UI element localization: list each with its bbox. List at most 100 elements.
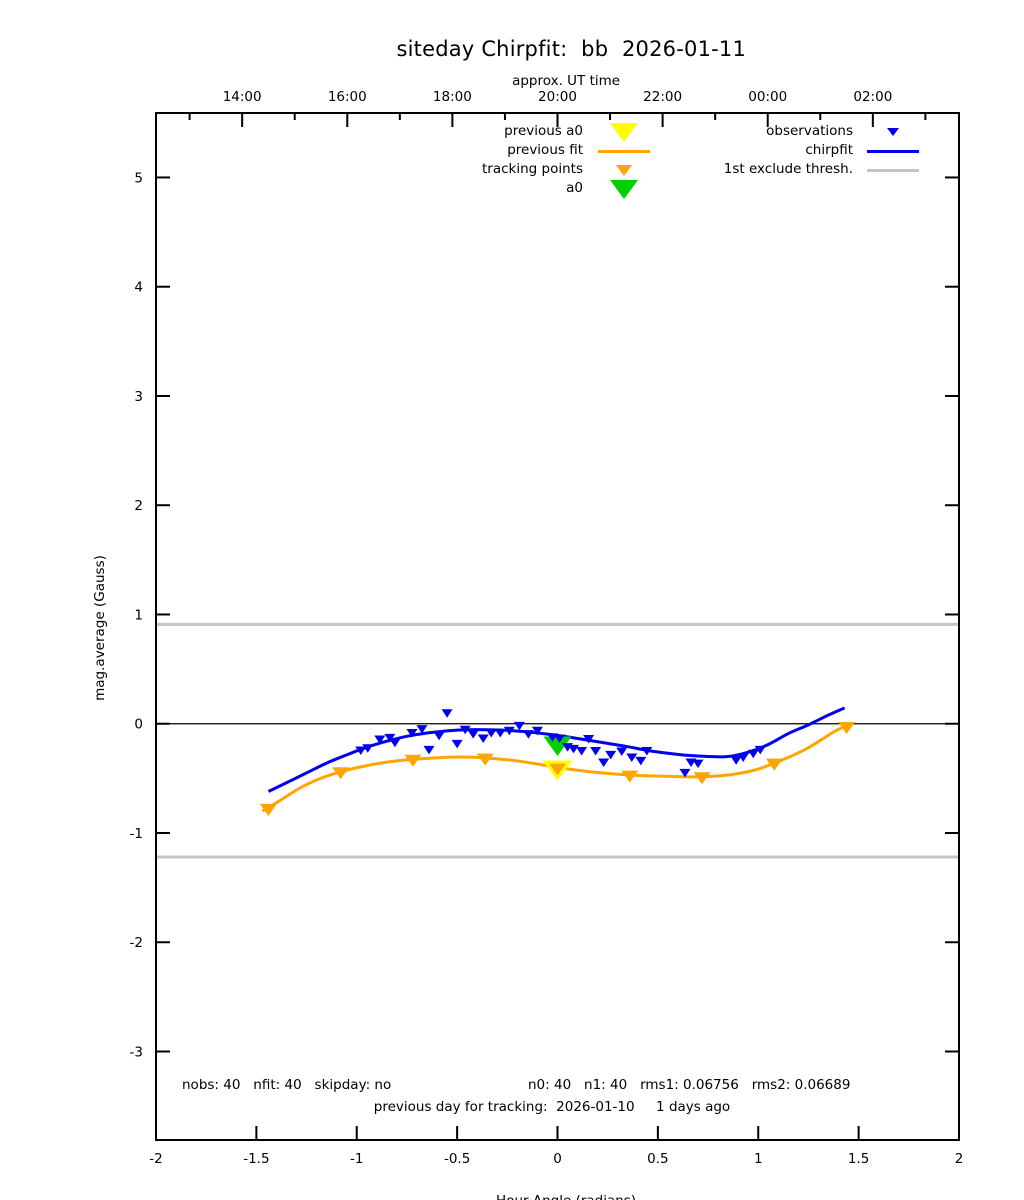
stats-previous-day: previous day for tracking: 2026-01-10 1 …	[373, 1099, 731, 1115]
chirpfit-marker-icon	[867, 141, 919, 161]
tracking-points-marker-icon	[596, 160, 652, 180]
x2-tick-label: 00:00	[748, 89, 787, 105]
tracking-point-marker	[259, 803, 277, 816]
observation-marker	[384, 733, 396, 743]
x2-tick-label: 02:00	[853, 89, 892, 105]
previous-fit-marker-icon	[596, 141, 652, 161]
x-tick-label: 0.5	[647, 1151, 668, 1167]
observation-marker	[583, 734, 595, 744]
observation-marker	[503, 726, 515, 736]
observation-marker	[355, 746, 367, 755]
tracking-point-marker	[838, 721, 856, 734]
a0-marker-icon-glyph	[610, 179, 638, 199]
observation-marker	[477, 734, 489, 743]
x-tick-label: 0	[553, 1151, 562, 1167]
legend-label-previous-a0: previous a0	[504, 123, 583, 139]
observation-marker	[747, 749, 759, 759]
tracking-point-marker	[621, 770, 639, 783]
observation-marker	[416, 725, 428, 734]
observation-marker	[467, 730, 479, 739]
observation-marker	[605, 750, 617, 760]
observation-marker	[635, 756, 647, 766]
observation-marker	[423, 745, 435, 755]
stats-rms: n0: 40 n1: 40 rms1: 0.06756 rms2: 0.0668…	[528, 1077, 851, 1093]
tracking-point-marker	[332, 767, 350, 780]
observations-marker-icon	[867, 122, 919, 142]
observation-marker	[406, 728, 418, 738]
observation-marker	[754, 745, 766, 755]
y-tick-label: -2	[130, 935, 143, 951]
observation-marker	[737, 753, 749, 763]
observation-marker	[692, 759, 704, 769]
observation-marker	[433, 731, 445, 741]
tracking-point-marker	[476, 753, 494, 766]
observation-marker	[389, 738, 401, 748]
observation-marker	[730, 756, 742, 765]
top-axis-label: approx. UT time	[512, 73, 621, 89]
legend-label-observations: observations	[766, 123, 853, 139]
x-axis-label-band: Hour Angle (radians)	[156, 1177, 959, 1200]
x2-tick-label: 20:00	[538, 89, 577, 105]
tracking-point-marker	[765, 758, 783, 771]
observation-marker	[554, 734, 566, 743]
observation-marker	[513, 721, 525, 731]
y-tick-label: 1	[134, 607, 143, 623]
chirpfit-marker-icon-glyph	[867, 149, 919, 153]
observation-marker	[679, 768, 691, 778]
tracking-point-marker	[549, 763, 566, 776]
x-tick-label: 1.5	[848, 1151, 869, 1167]
observation-marker	[459, 725, 471, 735]
observation-marker	[626, 753, 638, 763]
stats-counts: nobs: 40 nfit: 40 skipday: no	[182, 1077, 392, 1093]
x2-tick-label: 16:00	[328, 89, 367, 105]
x-tick-label: -1	[350, 1151, 363, 1167]
observation-marker	[590, 747, 602, 756]
legend-label-tracking-points: tracking points	[482, 161, 583, 177]
a0-marker	[543, 736, 572, 756]
observation-marker	[441, 709, 453, 718]
observation-marker	[576, 747, 588, 756]
legend-label-chirpfit: chirpfit	[805, 142, 853, 158]
x2-tick-label: 18:00	[433, 89, 472, 105]
observation-marker	[641, 747, 653, 756]
observation-marker	[522, 730, 534, 739]
top-axis-label-band: approx. UT time	[156, 57, 959, 105]
x2-tick-label: 14:00	[223, 89, 262, 105]
observation-marker	[451, 739, 463, 749]
y-tick-label: 2	[134, 498, 143, 514]
observation-marker	[568, 744, 580, 754]
observation-marker	[485, 728, 497, 738]
tracking-points-marker-icon-glyph	[616, 164, 632, 176]
observation-marker	[362, 744, 374, 753]
chart-title-band: siteday Chirpfit: bb 2026-01-11	[156, 13, 959, 85]
previous-a0-marker-icon	[596, 122, 652, 142]
y-tick-label: 0	[134, 717, 143, 733]
observation-marker	[374, 735, 386, 745]
y-tick-label: -1	[130, 826, 143, 842]
observation-marker	[616, 747, 628, 757]
previous-fit-marker-icon-glyph	[598, 149, 650, 153]
plot-frame	[155, 112, 960, 1141]
legend-label-a0: a0	[566, 180, 583, 196]
exclude-thresh-marker-icon-glyph	[867, 168, 919, 172]
observation-marker	[598, 758, 610, 767]
y-tick-label: 5	[134, 170, 143, 186]
y-tick-label: 4	[134, 280, 143, 296]
x-tick-label: 2	[955, 1151, 964, 1167]
x-tick-label: -2	[149, 1151, 162, 1167]
observation-marker	[531, 726, 543, 736]
y-tick-label: -3	[130, 1045, 143, 1061]
observation-marker	[494, 728, 506, 738]
observations-marker-icon-glyph	[887, 128, 899, 136]
x-tick-label: -0.5	[444, 1151, 470, 1167]
tracking-point-marker	[404, 754, 422, 767]
x-axis-label: Hour Angle (radians)	[496, 1193, 636, 1200]
y-axis-label: mag.average (Gauss)	[92, 555, 108, 701]
x2-tick-label: 22:00	[643, 89, 682, 105]
tracking-point-marker	[693, 772, 711, 785]
legend-label-previous-fit: previous fit	[507, 142, 583, 158]
exclude-thresh-marker-icon	[867, 160, 919, 180]
a0-marker-icon	[596, 179, 652, 199]
